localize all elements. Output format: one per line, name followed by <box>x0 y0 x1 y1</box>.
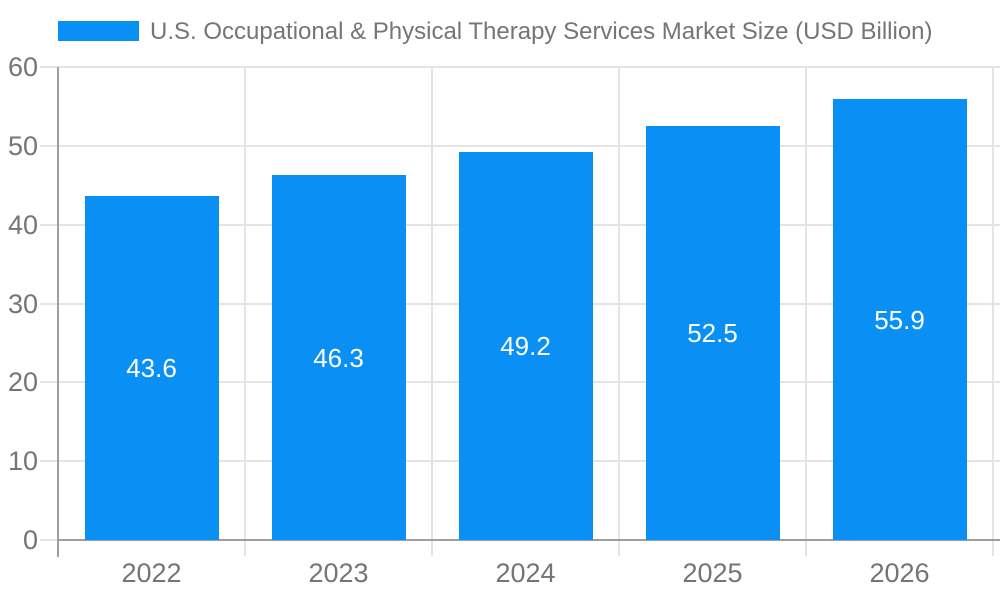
y-axis-tick-label: 0 <box>22 525 38 555</box>
x-gridline <box>618 67 620 556</box>
y-tick <box>40 539 58 541</box>
bar-2025[interactable] <box>645 126 780 540</box>
x-axis-tick-label: 2026 <box>869 558 930 588</box>
bar-2026[interactable] <box>832 99 967 540</box>
bar-value-label: 55.9 <box>874 304 925 335</box>
bar-2024[interactable] <box>458 152 593 540</box>
chart-legend: U.S. Occupational & Physical Therapy Ser… <box>0 0 1000 50</box>
x-axis-line <box>58 539 1000 541</box>
bar-value-label: 46.3 <box>313 342 364 373</box>
x-gridline <box>805 67 807 556</box>
y-gridline <box>40 66 1000 68</box>
x-gridline <box>244 67 246 556</box>
y-axis-tick-label: 60 <box>7 52 38 82</box>
y-axis-tick-label: 50 <box>7 130 38 161</box>
bar-value-label: 52.5 <box>687 318 738 349</box>
y-axis-tick-label: 30 <box>7 288 38 319</box>
x-gridline <box>431 67 433 556</box>
x-axis-tick-label: 2023 <box>308 558 369 588</box>
legend-swatch <box>58 21 139 41</box>
bar-value-label: 43.6 <box>126 353 177 384</box>
x-axis-tick-label: 2025 <box>682 558 743 588</box>
bar-value-label: 49.2 <box>500 331 551 362</box>
y-axis-tick-label: 40 <box>7 209 38 240</box>
y-axis-tick-label: 20 <box>7 367 38 398</box>
y-gridline <box>40 144 1000 147</box>
bar-2023[interactable] <box>271 175 406 540</box>
x-gridline <box>992 67 994 556</box>
y-axis-tick-label: 10 <box>7 446 38 477</box>
chart-title: U.S. Occupational & Physical Therapy Ser… <box>150 18 933 45</box>
x-axis-tick-label: 2024 <box>495 558 556 588</box>
y-axis-line <box>57 67 59 557</box>
x-axis-tick-label: 2022 <box>121 558 182 588</box>
bar-2022[interactable] <box>84 196 219 540</box>
